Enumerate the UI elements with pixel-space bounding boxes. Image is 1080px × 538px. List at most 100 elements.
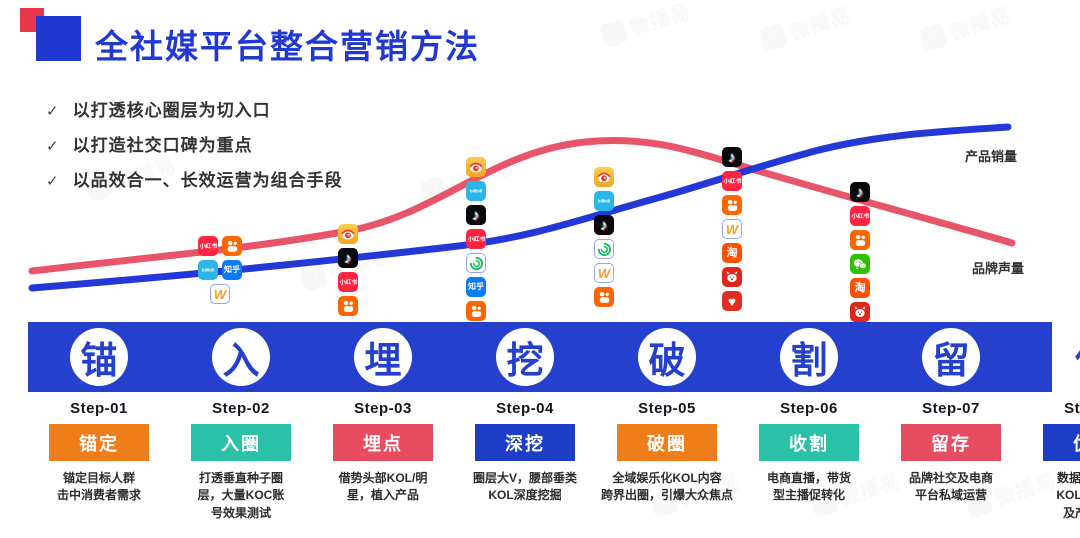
list-item: ✓ 以打造社交口碑为重点: [46, 131, 343, 156]
platform-row: bilibili: [594, 191, 614, 211]
platform-column-step-06: ♪ 小红书 W 淘 ♥: [722, 147, 742, 311]
product-sales-label: 产品销量: [965, 149, 1018, 164]
platform-row: [338, 296, 358, 316]
step-column: 挖 Step-04 深挖 圈层大V，腰部垂类 KOL深度挖掘: [454, 322, 596, 522]
platform-row: bilibili 知乎: [198, 260, 242, 280]
taobao-icon: 淘: [850, 278, 870, 298]
step-action-button: 优化: [1043, 424, 1080, 461]
douyin-icon: ♪: [850, 182, 870, 202]
step-char-badge: 锚: [70, 328, 128, 386]
step-grid: 锚 Step-01 锚定 锚定目标人群 击中消费者需求 入 Step-02 入圈 打透垂直种子…: [28, 322, 1080, 522]
step-label: Step-03: [354, 400, 412, 417]
platform-row: 小红书: [338, 272, 358, 292]
weishi-icon: W: [722, 219, 742, 239]
step-char-badge: 优: [1064, 328, 1080, 386]
platform-row: [594, 239, 614, 259]
step-label: Step-07: [922, 400, 980, 417]
step-label: Step-08: [1064, 400, 1080, 417]
douyin-icon: ♪: [722, 147, 742, 167]
platform-row: 淘: [850, 278, 870, 298]
key-points-list: ✓ 以打透核心圈层为切入口 ✓ 以打造社交口碑为重点 ✓ 以品效合一、长效运营为…: [46, 96, 343, 201]
kuaishou-icon: [850, 230, 870, 250]
platform-row: 小红书: [198, 236, 242, 256]
platform-row: [850, 230, 870, 250]
shipinhao-icon: [466, 253, 486, 273]
check-icon: ✓: [46, 173, 60, 190]
kuaishou-icon: [594, 287, 614, 307]
weibo-icon: [466, 157, 486, 177]
kuaishou-icon: [466, 301, 486, 321]
step-column: 留 Step-07 留存 品牌社交及电商 平台私域运营: [880, 322, 1022, 522]
platform-column-step-05: bilibili ♪ W: [594, 167, 614, 307]
step-action-button: 埋点: [333, 424, 433, 461]
platform-row: [850, 302, 870, 322]
step-char-badge: 割: [780, 328, 838, 386]
platform-row: 小红书: [466, 229, 486, 249]
kuaishou-icon: [222, 236, 242, 256]
step-action-button: 留存: [901, 424, 1001, 461]
platform-row: 小红书: [850, 206, 870, 226]
step-column: 破 Step-05 破圈 全域娱乐化KOL内容 跨界出圈，引爆大众焦点: [596, 322, 738, 522]
xiaohongshu-icon: 小红书: [198, 236, 218, 256]
platform-row: 小红书: [722, 171, 742, 191]
list-item: ✓ 以品效合一、长效运营为组合手段: [46, 166, 343, 191]
jd-icon: [850, 302, 870, 322]
platform-row: [594, 287, 614, 307]
step-char-badge: 留: [922, 328, 980, 386]
platform-row: ♪: [466, 205, 486, 225]
platform-row: W: [594, 263, 614, 283]
platform-row: ♪: [850, 182, 870, 202]
step-label: Step-04: [496, 400, 554, 417]
check-icon: ✓: [46, 103, 60, 120]
zhihu-icon: 知乎: [466, 277, 486, 297]
bullet-text: 以品效合一、长效运营为组合手段: [72, 171, 343, 190]
step-label: Step-02: [212, 400, 270, 417]
step-description: 锚定目标人群 击中消费者需求: [56, 471, 141, 503]
kuaishou-icon: [722, 195, 742, 215]
step-action-button: 锚定: [49, 424, 149, 461]
step-column: 优 Step-08 优化数据支撑持续 KOL投放优化 及产品优化: [1022, 322, 1080, 522]
step-description: 数据支撑持续 KOL投放优化 及产品优化: [1056, 471, 1080, 520]
xiaohongshu-icon: 小红书: [338, 272, 358, 292]
step-char-badge: 破: [638, 328, 696, 386]
platform-column-step-07: ♪ 小红书淘: [850, 182, 870, 322]
step-description: 圈层大V，腰部垂类 KOL深度挖掘: [472, 471, 577, 503]
kuaishou-icon: [338, 296, 358, 316]
step-column: 割 Step-06 收割 电商直播，带货 型主播促转化: [738, 322, 880, 522]
platform-row: [466, 157, 486, 177]
logo-blue-square: [36, 16, 81, 61]
step-char-badge: 入: [212, 328, 270, 386]
step-action-button: 入圈: [191, 424, 291, 461]
bilibili-icon: bilibili: [466, 181, 486, 201]
weishi-icon: W: [210, 284, 230, 304]
product-sales-curve: [28, 123, 1012, 292]
platform-row: [594, 167, 614, 187]
bilibili-icon: bilibili: [594, 191, 614, 211]
step-action-button: 深挖: [475, 424, 575, 461]
douyin-icon: ♪: [466, 205, 486, 225]
platform-row: ♥: [722, 291, 742, 311]
xiaohongshu-icon: 小红书: [850, 206, 870, 226]
platform-row: [722, 195, 742, 215]
bullet-text: 以打透核心圈层为切入口: [72, 101, 271, 120]
weibo-icon: [594, 167, 614, 187]
platform-row: [850, 254, 870, 274]
taobao-icon: 淘: [722, 243, 742, 263]
weishi-icon: W: [594, 263, 614, 283]
jd-icon: [722, 267, 742, 287]
platform-row: 知乎: [466, 277, 486, 297]
platform-row: bilibili: [466, 181, 486, 201]
step-column: 埋 Step-03 埋点借势头部KOL/明 星，植入产品: [312, 322, 454, 522]
platform-row: [466, 253, 486, 273]
step-label: Step-05: [638, 400, 696, 417]
step-action-button: 破圈: [617, 424, 717, 461]
check-icon: ✓: [46, 138, 60, 155]
platform-row: [722, 267, 742, 287]
zhihu-icon: 知乎: [222, 260, 242, 280]
step-char-badge: 埋: [354, 328, 412, 386]
bilibili-icon: bilibili: [198, 260, 218, 280]
step-action-button: 收割: [759, 424, 859, 461]
step-description: 借势头部KOL/明 星，植入产品: [338, 471, 428, 503]
xiaohongshu-icon: 小红书: [466, 229, 486, 249]
